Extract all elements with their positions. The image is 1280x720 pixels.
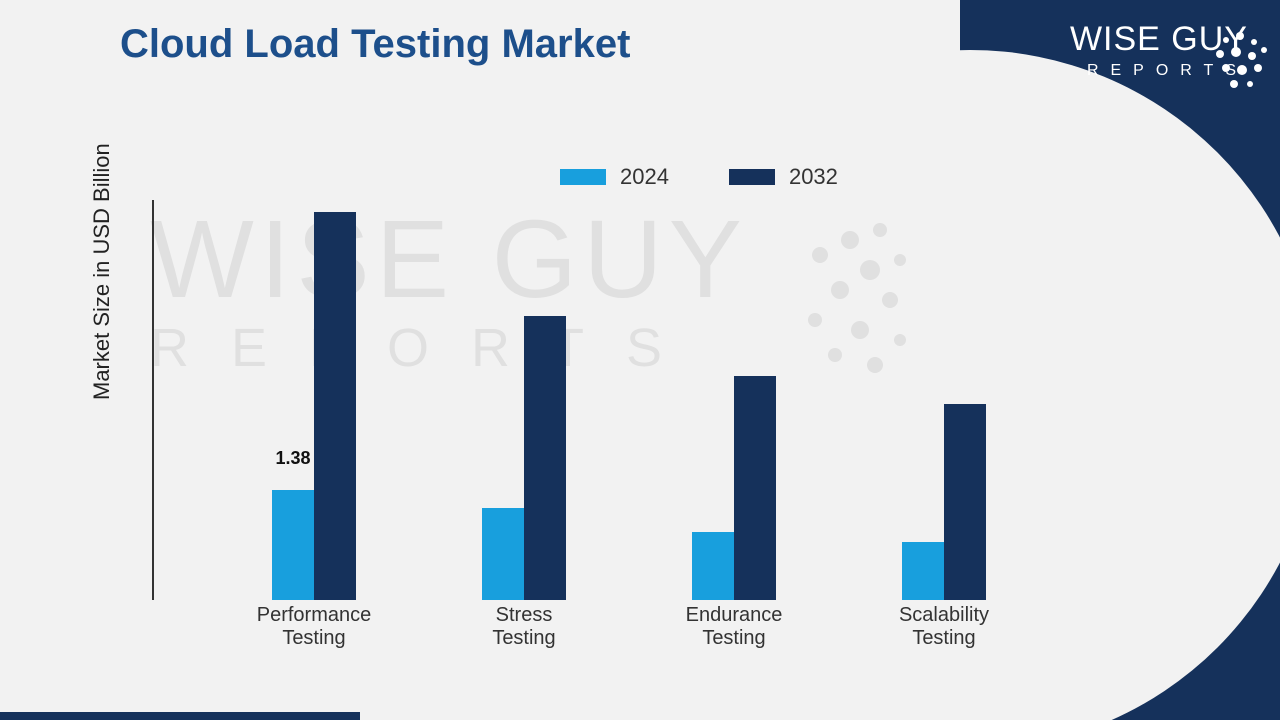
bar-pair — [844, 200, 1044, 600]
bottom-accent-bar — [0, 712, 360, 720]
legend-item-2024: 2024 — [560, 164, 669, 190]
bar-2024 — [272, 490, 314, 600]
bar-pair — [424, 200, 624, 600]
bar-2032 — [314, 212, 356, 600]
bar-group: EnduranceTesting — [634, 200, 834, 600]
bar-2024 — [692, 532, 734, 600]
legend-label-2032: 2032 — [789, 164, 838, 190]
plot-area: 1.38PerformanceTestingStressTestingEndur… — [154, 200, 954, 600]
bar-pair — [634, 200, 834, 600]
category-label: PerformanceTesting — [214, 604, 414, 650]
bar-group: StressTesting — [424, 200, 624, 600]
page: WISE GUY REPORTS WISE GUY REPORTS Cloud … — [0, 0, 1280, 720]
legend-label-2024: 2024 — [620, 164, 669, 190]
bar-2032 — [944, 404, 986, 600]
bar-2032 — [734, 376, 776, 600]
bar-2032 — [524, 316, 566, 600]
category-label: EnduranceTesting — [634, 604, 834, 650]
logo-head-icon — [1206, 28, 1276, 98]
chart-title: Cloud Load Testing Market — [120, 22, 630, 67]
legend-item-2032: 2032 — [729, 164, 838, 190]
bar-value-label: 1.38 — [275, 448, 310, 469]
y-axis-title: Market Size in USD Billion — [89, 143, 115, 400]
bar-2024 — [482, 508, 524, 600]
legend-swatch-2024 — [560, 169, 606, 185]
category-label: ScalabilityTesting — [844, 604, 1044, 650]
bar-group: 1.38PerformanceTesting — [214, 200, 414, 600]
bar-group: ScalabilityTesting — [844, 200, 1044, 600]
legend-swatch-2032 — [729, 169, 775, 185]
legend: 2024 2032 — [560, 164, 838, 190]
bar-pair: 1.38 — [214, 200, 414, 600]
category-label: StressTesting — [424, 604, 624, 650]
bar-2024 — [902, 542, 944, 600]
bar-chart: Market Size in USD Billion 1.38Performan… — [94, 200, 954, 620]
